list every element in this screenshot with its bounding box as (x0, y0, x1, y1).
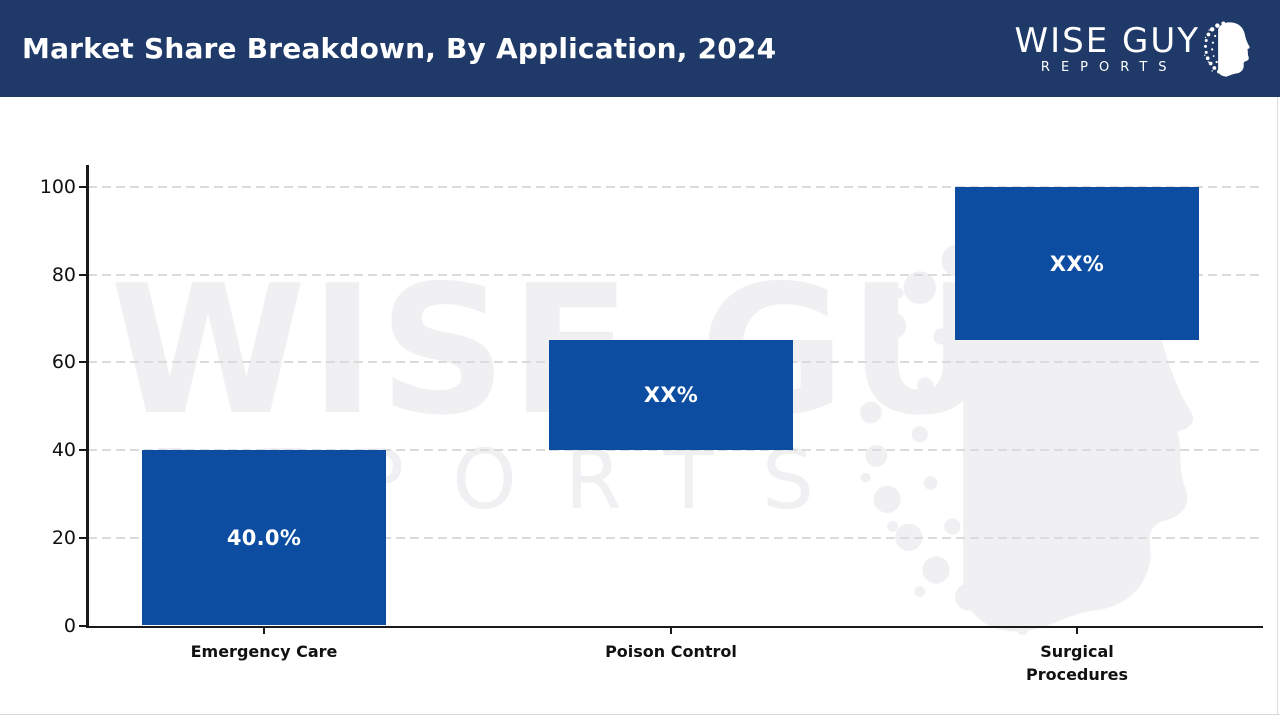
wiseguy-logo-text: WISE GUY REPORTS (1014, 24, 1200, 74)
xtick-mark (670, 628, 672, 634)
ytick-label: 100 (39, 176, 76, 198)
ytick-label: 40 (51, 439, 76, 462)
ytick-mark (79, 186, 88, 188)
bar-value-label: XX% (1049, 251, 1105, 276)
category-label: Poison Control (605, 642, 737, 661)
bar: XX% (955, 187, 1199, 341)
right-border-line (1277, 97, 1278, 714)
bar: XX% (549, 340, 793, 451)
logo-brand-subtitle: REPORTS (1040, 59, 1178, 75)
logo-brand-name: WISE GUY (1014, 20, 1200, 61)
ytick-mark (79, 624, 88, 627)
wiseguy-logo: WISE GUY REPORTS (1014, 21, 1256, 77)
ytick-label: 20 (51, 526, 76, 549)
chart-header: Market Share Breakdown, By Application, … (0, 0, 1280, 97)
y-axis (86, 165, 89, 628)
category-label: Emergency Care (190, 642, 338, 661)
ytick-mark (79, 449, 88, 452)
gridline (88, 536, 1262, 539)
bottom-border-line (0, 714, 1280, 715)
gridline (88, 449, 1262, 452)
gridline (88, 186, 1262, 188)
xtick-mark (263, 628, 265, 634)
ytick-label: 60 (51, 351, 76, 374)
bar-value-label: 40.0% (226, 525, 302, 550)
ytick-label: 80 (51, 263, 76, 286)
ytick-mark (79, 536, 88, 539)
ytick-mark (79, 273, 88, 276)
bar: 40.0% (142, 450, 386, 626)
gridline (88, 273, 1262, 276)
bar-value-label: XX% (643, 383, 699, 408)
ytick-mark (79, 361, 88, 364)
ytick-label: 0 (63, 614, 76, 637)
xtick-mark (1076, 628, 1078, 634)
x-axis (86, 625, 1263, 628)
chart-title: Market Share Breakdown, By Application, … (22, 32, 777, 65)
category-label: Surgical Procedures (1025, 642, 1129, 685)
